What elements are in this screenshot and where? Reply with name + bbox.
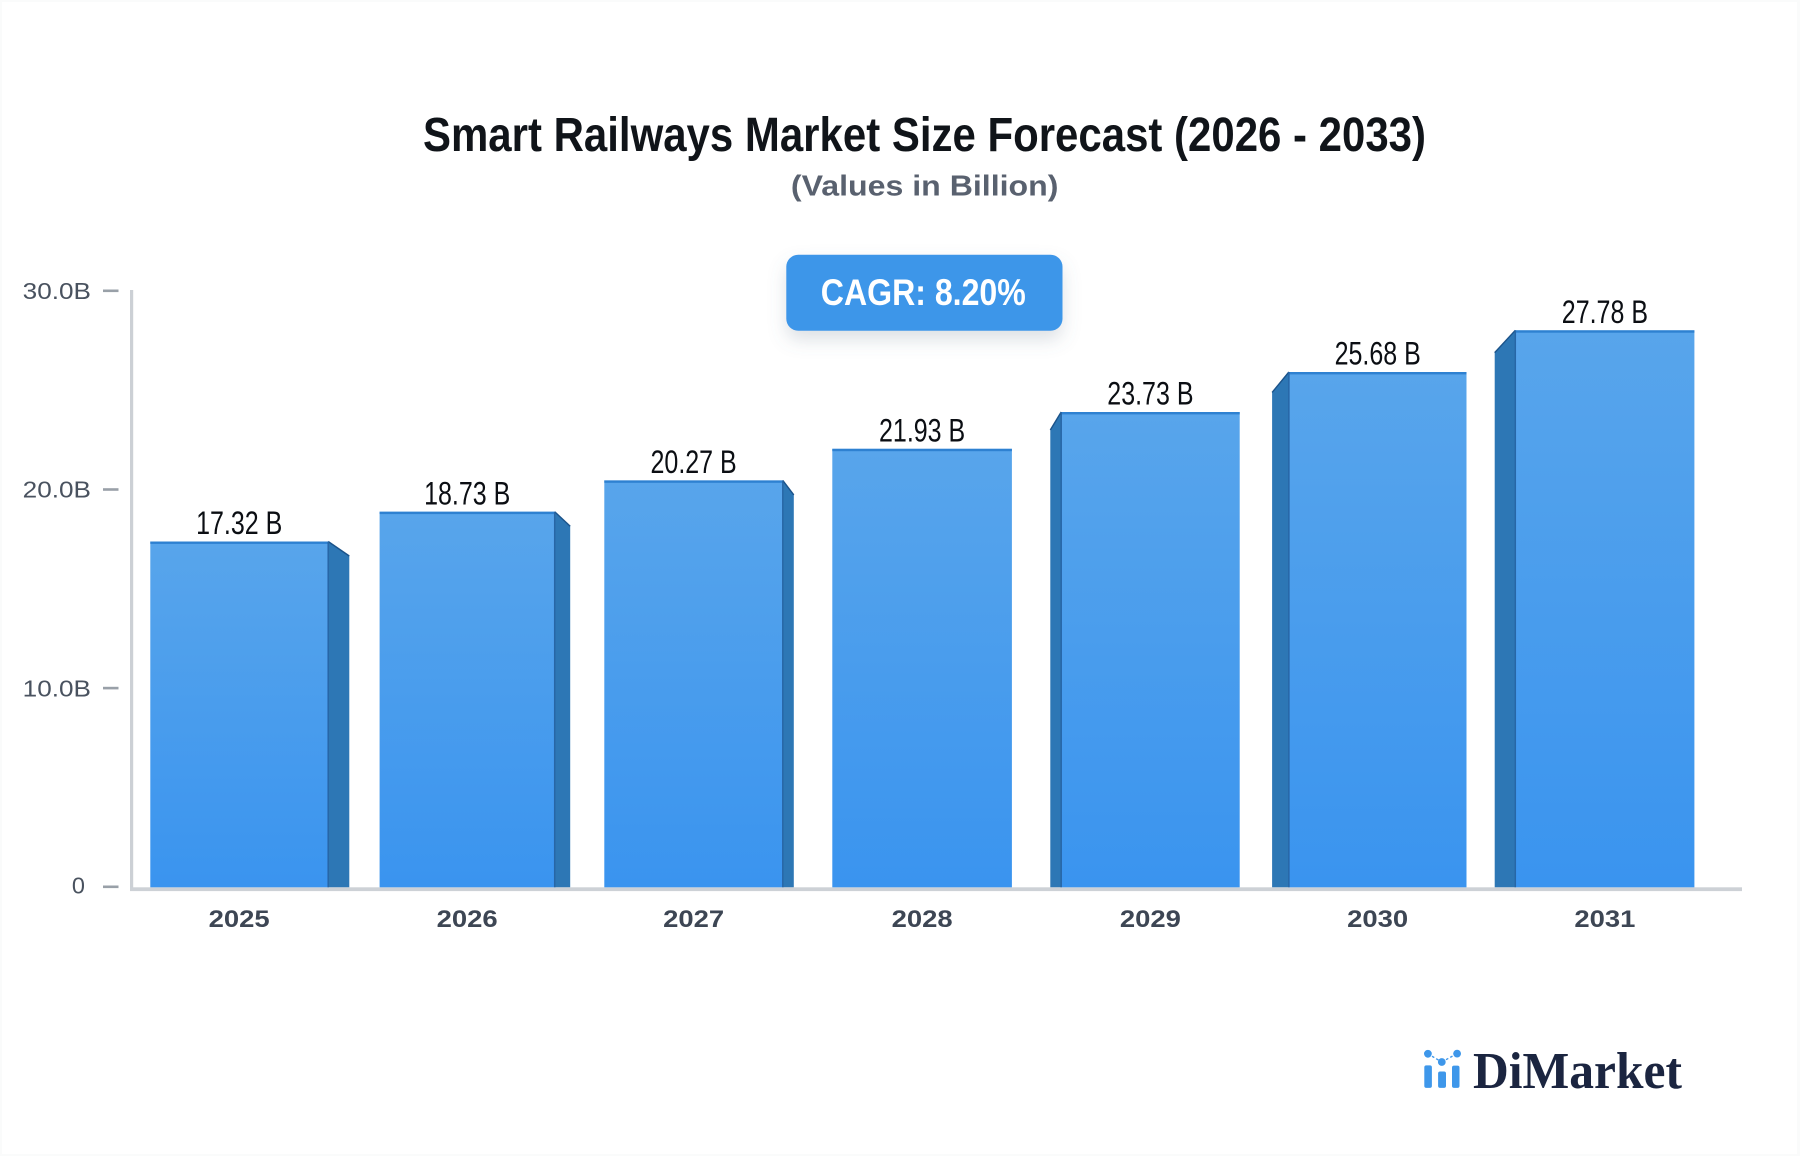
svg-text:2031: 2031 xyxy=(1574,906,1635,933)
svg-text:23.73 B: 23.73 B xyxy=(1107,376,1193,412)
svg-text:20.27 B: 20.27 B xyxy=(651,444,737,480)
svg-text:2030: 2030 xyxy=(1347,906,1408,933)
svg-text:(Values in Billion): (Values in Billion) xyxy=(791,170,1059,202)
svg-text:18.73 B: 18.73 B xyxy=(424,475,510,511)
svg-text:CAGR: 8.20%: CAGR: 8.20% xyxy=(821,272,1026,313)
svg-text:17.32 B: 17.32 B xyxy=(196,505,282,541)
svg-text:20.0B: 20.0B xyxy=(23,477,91,503)
svg-text:10.0B: 10.0B xyxy=(23,675,91,701)
svg-text:0: 0 xyxy=(72,873,85,899)
svg-text:2028: 2028 xyxy=(892,906,953,933)
svg-text:2025: 2025 xyxy=(209,906,270,933)
svg-text:DiMarket: DiMarket xyxy=(1473,1043,1683,1100)
svg-text:2026: 2026 xyxy=(437,906,498,933)
svg-text:2027: 2027 xyxy=(663,906,724,933)
svg-text:27.78 B: 27.78 B xyxy=(1562,294,1648,330)
svg-text:30.0B: 30.0B xyxy=(23,278,91,304)
svg-text:25.68 B: 25.68 B xyxy=(1335,336,1421,372)
svg-text:Smart Railways Market Size For: Smart Railways Market Size Forecast (202… xyxy=(423,109,1426,162)
svg-text:2029: 2029 xyxy=(1120,906,1181,933)
svg-text:21.93 B: 21.93 B xyxy=(879,412,965,448)
